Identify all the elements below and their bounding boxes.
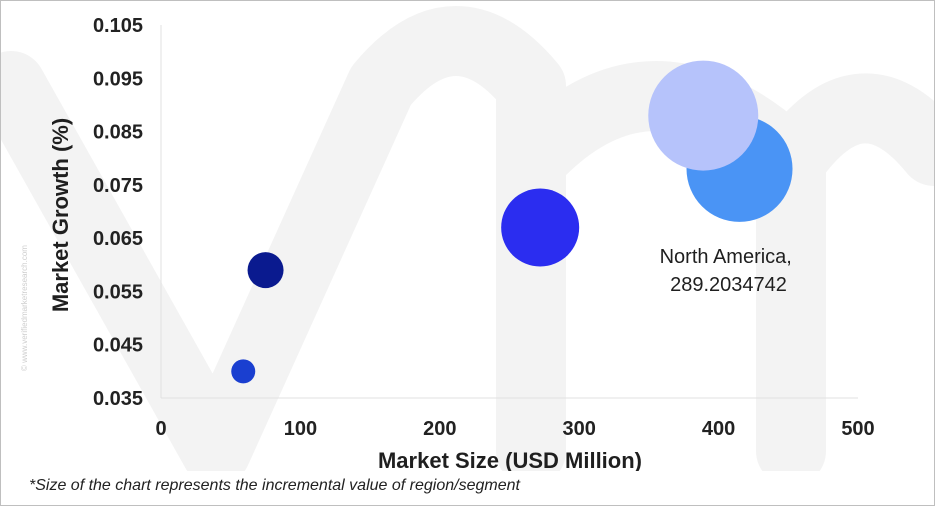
y-tick-label: 0.085: [93, 122, 143, 144]
y-tick-label: 0.055: [93, 281, 143, 303]
x-tick-labels: 0 100 200 300 400 500: [155, 418, 874, 440]
bubble-series: [231, 60, 793, 384]
data-label-line-1: North America,: [660, 246, 792, 268]
y-tick-label: 0.105: [93, 15, 143, 37]
x-tick-label: 200: [423, 418, 456, 440]
watermark-text: © www.verifiedmarketresearch.com: [20, 245, 29, 371]
y-tick-label: 0.065: [93, 228, 143, 250]
y-tick-label: 0.095: [93, 68, 143, 90]
x-tick-label: 400: [702, 418, 735, 440]
x-axis-title: Market Size (USD Million): [378, 448, 642, 471]
x-tick-label: 300: [563, 418, 596, 440]
bubble-point: [247, 252, 284, 289]
y-tick-labels: 0.035 0.045 0.055 0.065 0.075 0.085 0.095 0.105: [93, 15, 143, 410]
footnote: *Size of the chart represents the increm…: [29, 477, 520, 494]
bubble-point: [501, 188, 580, 267]
x-tick-label: 0: [155, 418, 166, 440]
bubble-chart: © www.verifiedmarketresearch.com 0 100 200…: [1, 6, 934, 471]
data-label-line-2: 289.2034742: [670, 274, 787, 296]
bubble-point: [231, 359, 256, 384]
y-tick-label: 0.035: [93, 388, 143, 410]
bubble-point: [648, 60, 759, 171]
x-tick-label: 500: [841, 418, 874, 440]
data-label-north-america: North America, 289.2034742: [660, 246, 798, 296]
x-tick-label: 100: [284, 418, 317, 440]
y-tick-label: 0.075: [93, 175, 143, 197]
y-axis-title: Market Growth (%): [48, 118, 73, 312]
y-tick-label: 0.045: [93, 335, 143, 357]
